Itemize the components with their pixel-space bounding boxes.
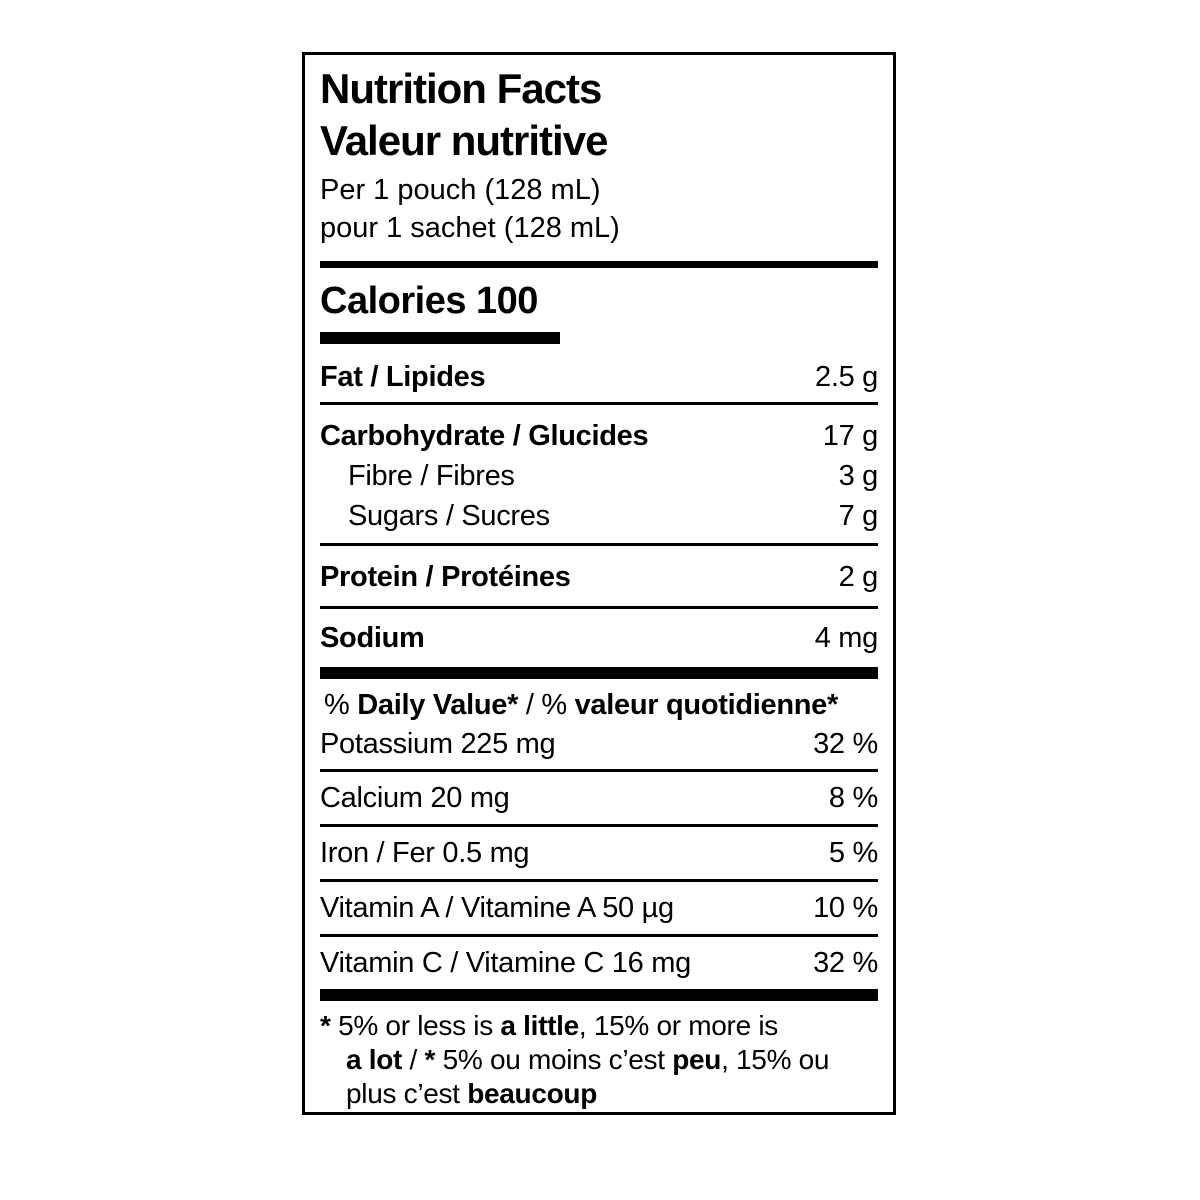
nutrition-facts-label: Nutrition Facts Valeur nutritive Per 1 p… bbox=[302, 52, 896, 1115]
calories-line: Calories 100 bbox=[320, 280, 538, 322]
nutrient-amount: 17 g bbox=[822, 420, 879, 452]
footnote-line-1: * 5% or less is a little, 15% or more is bbox=[320, 1009, 878, 1043]
footnote-text: 5% ou moins c’est bbox=[442, 1044, 673, 1075]
footnote-bold-term: a little bbox=[500, 1010, 579, 1041]
footnote-text: , 15% ou bbox=[721, 1044, 830, 1075]
micronutrient-name: Vitamin C / Vitamine C 16 mg bbox=[320, 947, 691, 979]
dv-heading-label-fr: valeur quotidienne* bbox=[574, 689, 839, 721]
micronutrient-row-vitamin-a: Vitamin A / Vitamine A 50 µg 10 % bbox=[320, 882, 878, 934]
micronutrient-percent: 5 % bbox=[828, 837, 878, 869]
footnote-text: plus c’est bbox=[346, 1078, 468, 1109]
row-divider bbox=[320, 879, 878, 882]
micronutrient-name: Vitamin A / Vitamine A 50 µg bbox=[320, 892, 674, 924]
row-divider bbox=[320, 543, 878, 546]
micronutrient-percent: 32 % bbox=[813, 947, 878, 979]
section-divider bbox=[320, 667, 878, 679]
micronutrient-name: Iron / Fer 0.5 mg bbox=[320, 837, 530, 869]
micronutrient-percent: 8 % bbox=[828, 782, 878, 814]
nutrient-row-carbohydrate: Carbohydrate / Glucides 17 g bbox=[320, 405, 878, 453]
serving-size-fr: pour 1 sachet (128 mL) bbox=[320, 212, 620, 244]
nutrient-amount: 3 g bbox=[838, 460, 879, 492]
row-divider bbox=[320, 402, 878, 405]
nutrient-name: Fibre / Fibres bbox=[348, 460, 515, 492]
dv-heading-separator: / % bbox=[518, 689, 575, 721]
micronutrient-name: Potassium 225 mg bbox=[320, 728, 556, 760]
calories-underline-bar bbox=[320, 332, 560, 344]
footnote-line-3: plus c’est beaucoup bbox=[320, 1077, 878, 1111]
nutrient-amount: 4 mg bbox=[814, 622, 879, 654]
row-divider bbox=[320, 606, 878, 609]
nutrient-name: Sugars / Sucres bbox=[348, 500, 550, 532]
micronutrient-row-potassium: Potassium 225 mg 32 % bbox=[320, 721, 878, 769]
row-divider bbox=[320, 824, 878, 827]
nutrient-name: Sodium bbox=[320, 622, 425, 654]
footnote-bold-term: beaucoup bbox=[467, 1078, 598, 1109]
nutrient-amount: 2 g bbox=[838, 561, 879, 593]
micronutrient-percent: 32 % bbox=[813, 728, 878, 760]
nutrient-row-fibre: Fibre / Fibres 3 g bbox=[320, 453, 878, 493]
nutrient-row-sodium: Sodium 4 mg bbox=[320, 609, 878, 667]
label-title-en: Nutrition Facts bbox=[320, 65, 602, 112]
nutrient-row-fat: Fat / Lipides 2.5 g bbox=[320, 344, 878, 402]
micronutrient-row-vitamin-c: Vitamin C / Vitamine C 16 mg 32 % bbox=[320, 937, 878, 989]
nutrient-name: Fat / Lipides bbox=[320, 361, 486, 393]
serving-size-block: Per 1 pouch (128 mL) pour 1 sachet (128 … bbox=[320, 171, 878, 247]
micronutrient-row-calcium: Calcium 20 mg 8 % bbox=[320, 772, 878, 824]
nutrient-row-protein: Protein / Protéines 2 g bbox=[320, 546, 878, 606]
footnote-line-2: a lot / * 5% ou moins c’est peu, 15% ou bbox=[320, 1043, 878, 1077]
nutrient-name: Protein / Protéines bbox=[320, 561, 571, 593]
nutrient-amount: 2.5 g bbox=[815, 361, 878, 393]
footnote: * 5% or less is a little, 15% or more is… bbox=[320, 1009, 878, 1111]
header-divider bbox=[320, 261, 878, 268]
nutrient-amount: 7 g bbox=[838, 500, 879, 532]
serving-size-en: Per 1 pouch (128 mL) bbox=[320, 174, 601, 206]
footnote-text: , 15% or more is bbox=[578, 1010, 778, 1041]
micronutrient-percent: 10 % bbox=[813, 892, 878, 924]
footnote-asterisk: * bbox=[424, 1044, 443, 1075]
footnote-bold-term: peu bbox=[672, 1044, 722, 1075]
footnote-text: 5% or less is bbox=[338, 1010, 501, 1041]
label-title-fr: Valeur nutritive bbox=[320, 117, 608, 164]
micronutrient-name: Calcium 20 mg bbox=[320, 782, 510, 814]
dv-heading-label-en: Daily Value* bbox=[357, 689, 519, 721]
dv-heading-percent-en: % bbox=[324, 689, 358, 721]
footnote-text: / bbox=[402, 1044, 425, 1075]
footnote-bold-term: a lot bbox=[346, 1044, 403, 1075]
nutrient-name: Carbohydrate / Glucides bbox=[320, 420, 649, 452]
row-divider bbox=[320, 934, 878, 937]
row-divider bbox=[320, 769, 878, 772]
section-divider bbox=[320, 989, 878, 1001]
daily-value-heading: % Daily Value* / % valeur quotidienne* bbox=[320, 679, 878, 721]
nutrient-row-sugars: Sugars / Sucres 7 g bbox=[320, 493, 878, 543]
footnote-asterisk: * bbox=[320, 1010, 339, 1041]
micronutrient-row-iron: Iron / Fer 0.5 mg 5 % bbox=[320, 827, 878, 879]
